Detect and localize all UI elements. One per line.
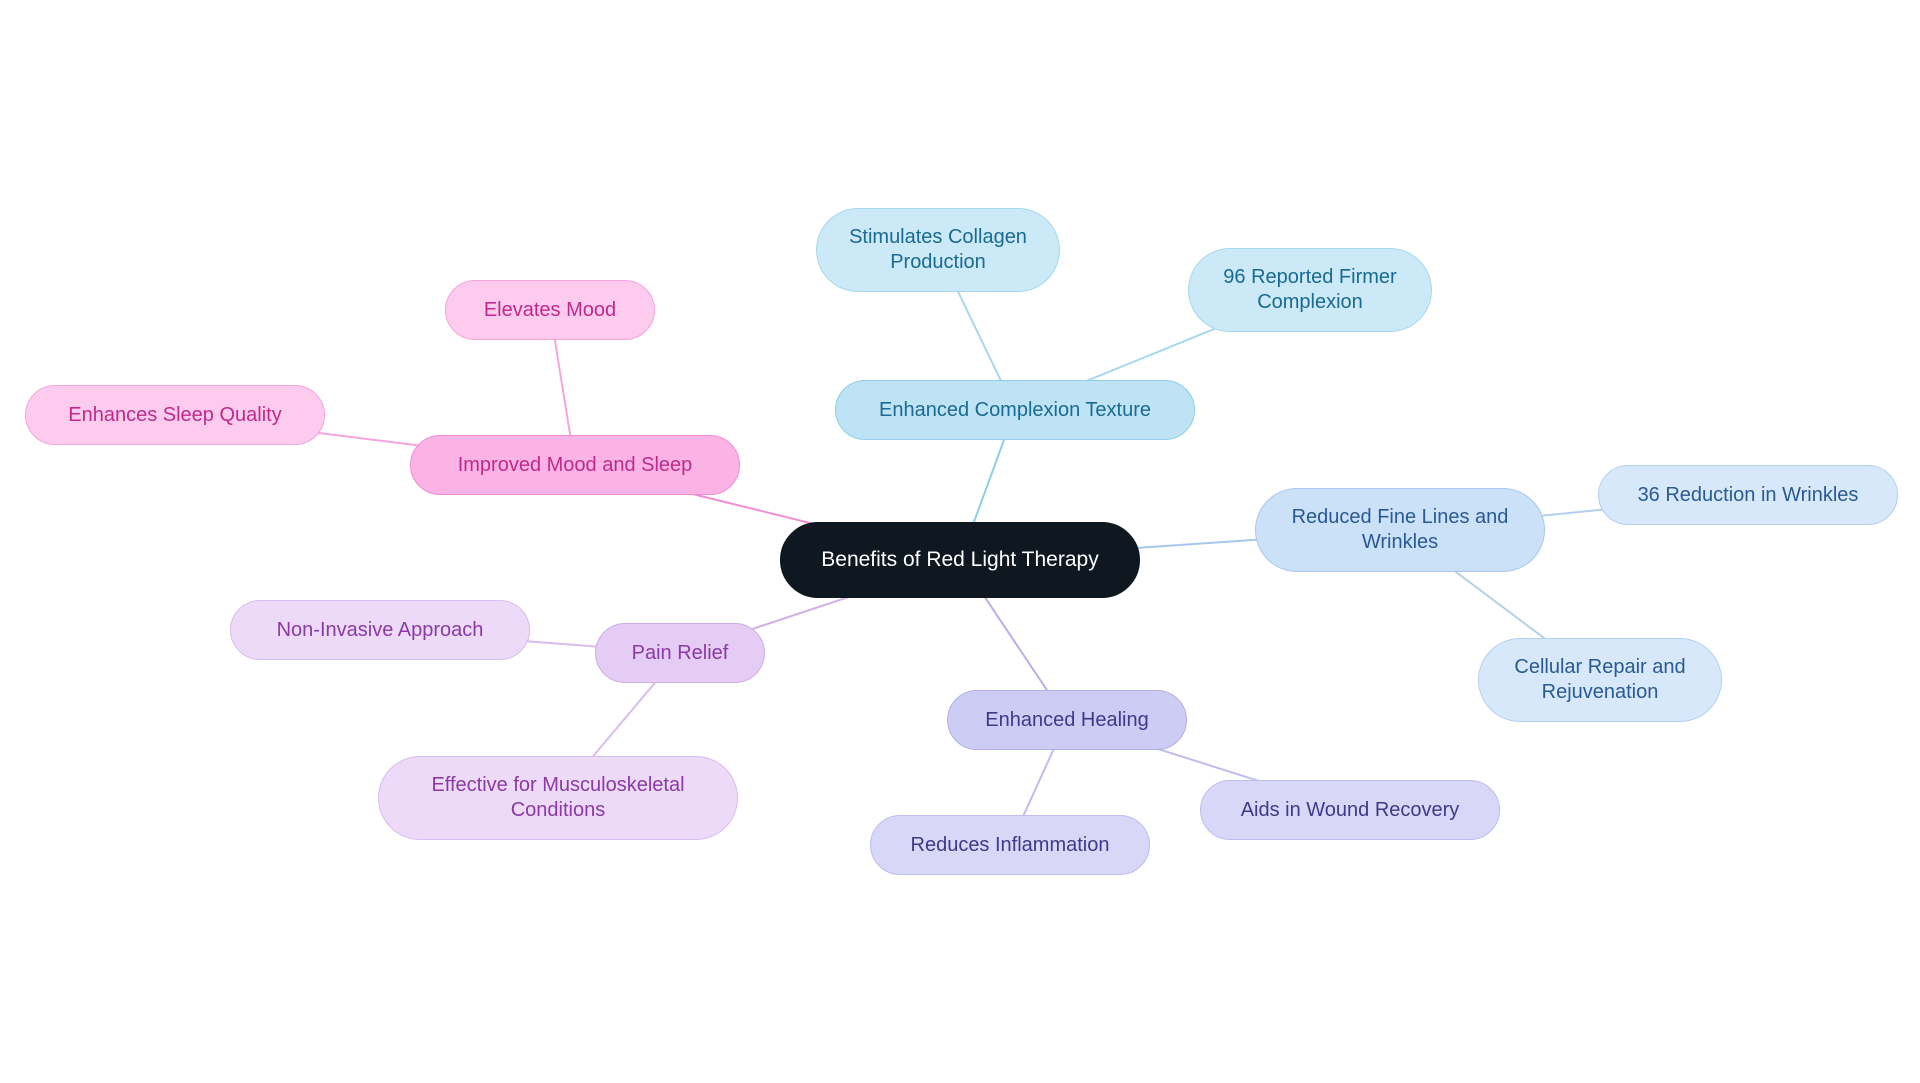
node-collagen: Stimulates Collagen Production — [816, 208, 1060, 292]
node-firmer: 96 Reported Firmer Complexion — [1188, 248, 1432, 332]
node-elevates: Elevates Mood — [445, 280, 655, 340]
node-noninvasive: Non-Invasive Approach — [230, 600, 530, 660]
node-root: Benefits of Red Light Therapy — [780, 522, 1140, 598]
node-mood: Improved Mood and Sleep — [410, 435, 740, 495]
node-wrinkles: Reduced Fine Lines and Wrinkles — [1255, 488, 1545, 572]
node-inflammation: Reduces Inflammation — [870, 815, 1150, 875]
node-pain: Pain Relief — [595, 623, 765, 683]
node-complexion: Enhanced Complexion Texture — [835, 380, 1195, 440]
node-reduction36: 36 Reduction in Wrinkles — [1598, 465, 1898, 525]
node-healing: Enhanced Healing — [947, 690, 1187, 750]
node-cellular: Cellular Repair and Rejuvenation — [1478, 638, 1722, 722]
node-sleep: Enhances Sleep Quality — [25, 385, 325, 445]
node-musculo: Effective for Musculoskeletal Conditions — [378, 756, 738, 840]
node-wound: Aids in Wound Recovery — [1200, 780, 1500, 840]
